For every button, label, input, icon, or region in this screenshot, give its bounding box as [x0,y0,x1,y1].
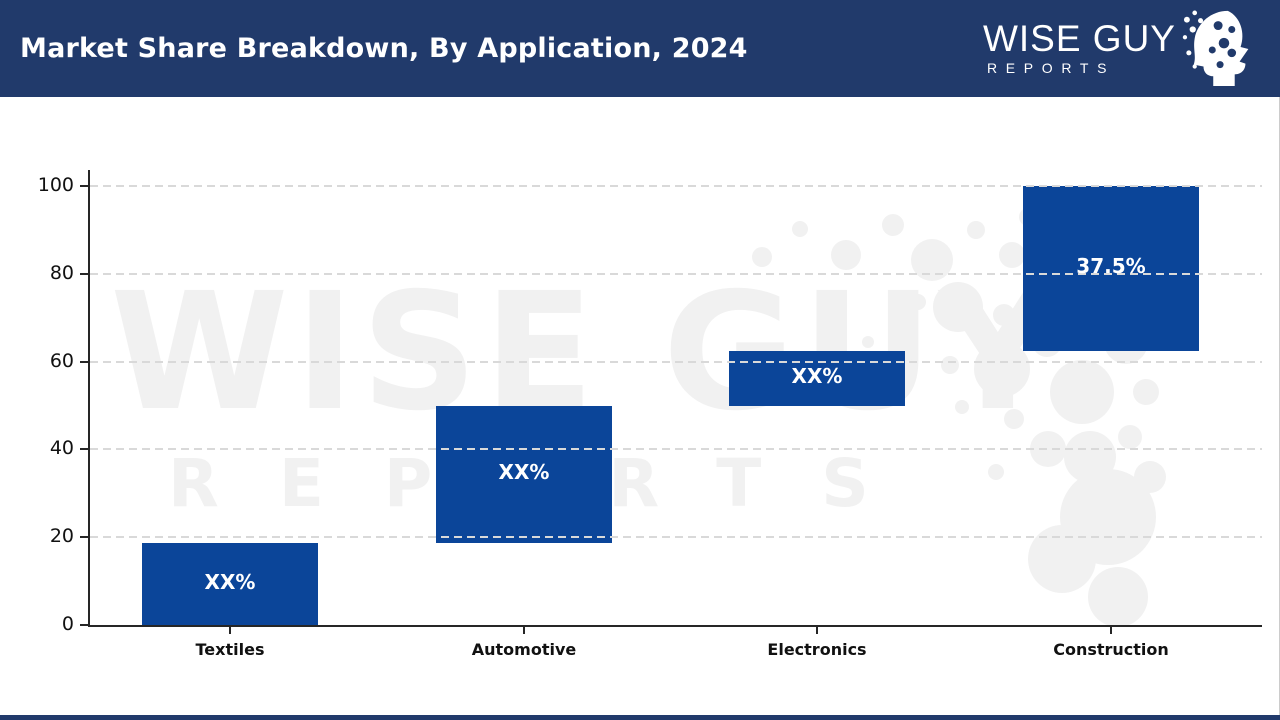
y-axis-tick [80,272,88,275]
bar-segment [1023,186,1199,351]
x-axis-tick [523,627,525,634]
page-title: Market Share Breakdown, By Application, … [20,33,748,64]
header: Market Share Breakdown, By Application, … [0,0,1280,97]
logo-subtitle: REPORTS [986,59,1116,76]
x-category-label: Construction [1053,640,1169,659]
gridline [90,448,1262,451]
gridline [90,272,1262,275]
bar-segment [729,350,905,406]
y-axis-tick [80,360,88,363]
footer-accent-bar [0,715,1280,720]
brand-logo: WISE GUY REPORTS [983,8,1266,88]
gridline [90,360,1262,363]
logo-title: WISE GUY [982,18,1176,60]
bar-value-label: XX% [791,364,843,389]
y-tick-label: 60 [49,349,74,372]
gridline [90,185,1262,187]
y-axis-tick [80,536,88,539]
y-tick-label: 0 [61,613,74,635]
y-tick-label: 80 [49,261,74,284]
y-axis-tick [80,448,88,451]
y-axis-tick [80,624,88,626]
bar-chart: 0 20 40 60 80 100 XX% Textiles XX% Automotive XX% E… [0,97,1279,716]
x-category-label: Textiles [195,640,265,659]
x-axis-tick [816,627,818,634]
y-tick-label: 100 [37,174,74,196]
x-category-label: Automotive [471,640,577,659]
bar-segment [142,542,318,625]
logo-wordmark: WISE GUY REPORTS [982,18,1176,76]
x-axis-tick [229,627,231,634]
y-axis-tick [80,185,88,187]
y-tick-label: 40 [49,437,74,460]
gridline [90,536,1262,539]
chart-canvas: WISE GUY REPORTS 020406080100XX%Textiles… [0,97,1280,716]
bar-value-label: 37.5% [1076,254,1146,279]
y-tick-label: 20 [49,525,74,548]
bar-segment [436,405,612,543]
x-category-label: Electronics [767,640,867,659]
bar-value-label: XX% [498,460,550,485]
x-axis-line [88,625,1262,627]
head-profile-icon [1182,10,1249,87]
bar-value-label: XX% [204,569,256,594]
y-axis-line [88,170,90,627]
x-axis-tick [1110,627,1112,634]
